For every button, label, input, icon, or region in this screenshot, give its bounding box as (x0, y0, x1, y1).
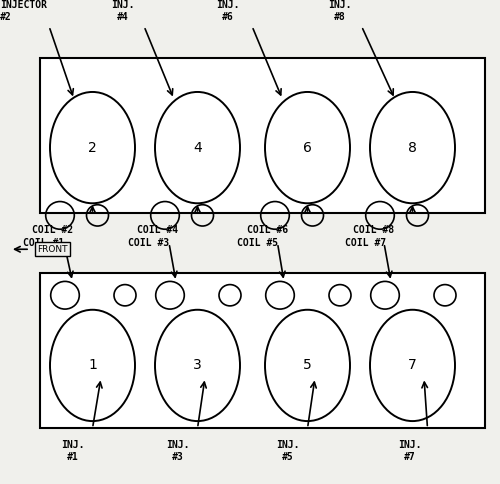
Text: INJECTOR
#2: INJECTOR #2 (0, 0, 47, 22)
Text: 2: 2 (88, 141, 97, 154)
Bar (40, 273, 485, 428)
Text: INJ.
#1: INJ. #1 (61, 440, 84, 462)
Text: 3: 3 (193, 359, 202, 372)
Text: INJ.
#3: INJ. #3 (166, 440, 189, 462)
Text: FRONT: FRONT (37, 245, 68, 254)
Text: INJ.
#7: INJ. #7 (398, 440, 422, 462)
Text: COIL #5: COIL #5 (237, 238, 278, 248)
Text: 7: 7 (408, 359, 417, 372)
Text: COIL #4: COIL #4 (137, 225, 178, 235)
Text: COIL #3: COIL #3 (128, 238, 170, 248)
Text: INJ.
#8: INJ. #8 (328, 0, 352, 22)
Text: COIL #8: COIL #8 (354, 225, 395, 235)
Text: COIL #1: COIL #1 (24, 238, 64, 248)
Text: 4: 4 (193, 141, 202, 154)
Text: 5: 5 (303, 359, 312, 372)
Text: COIL #2: COIL #2 (32, 225, 73, 235)
Text: INJ.
#4: INJ. #4 (111, 0, 134, 22)
Text: COIL #6: COIL #6 (247, 225, 288, 235)
Text: 6: 6 (303, 141, 312, 154)
Text: COIL #7: COIL #7 (346, 238, 387, 248)
Bar (40, 58, 485, 213)
Text: 8: 8 (408, 141, 417, 154)
Text: 1: 1 (88, 359, 97, 372)
Text: INJ.
#6: INJ. #6 (216, 0, 240, 22)
Text: INJ.
#5: INJ. #5 (276, 440, 299, 462)
